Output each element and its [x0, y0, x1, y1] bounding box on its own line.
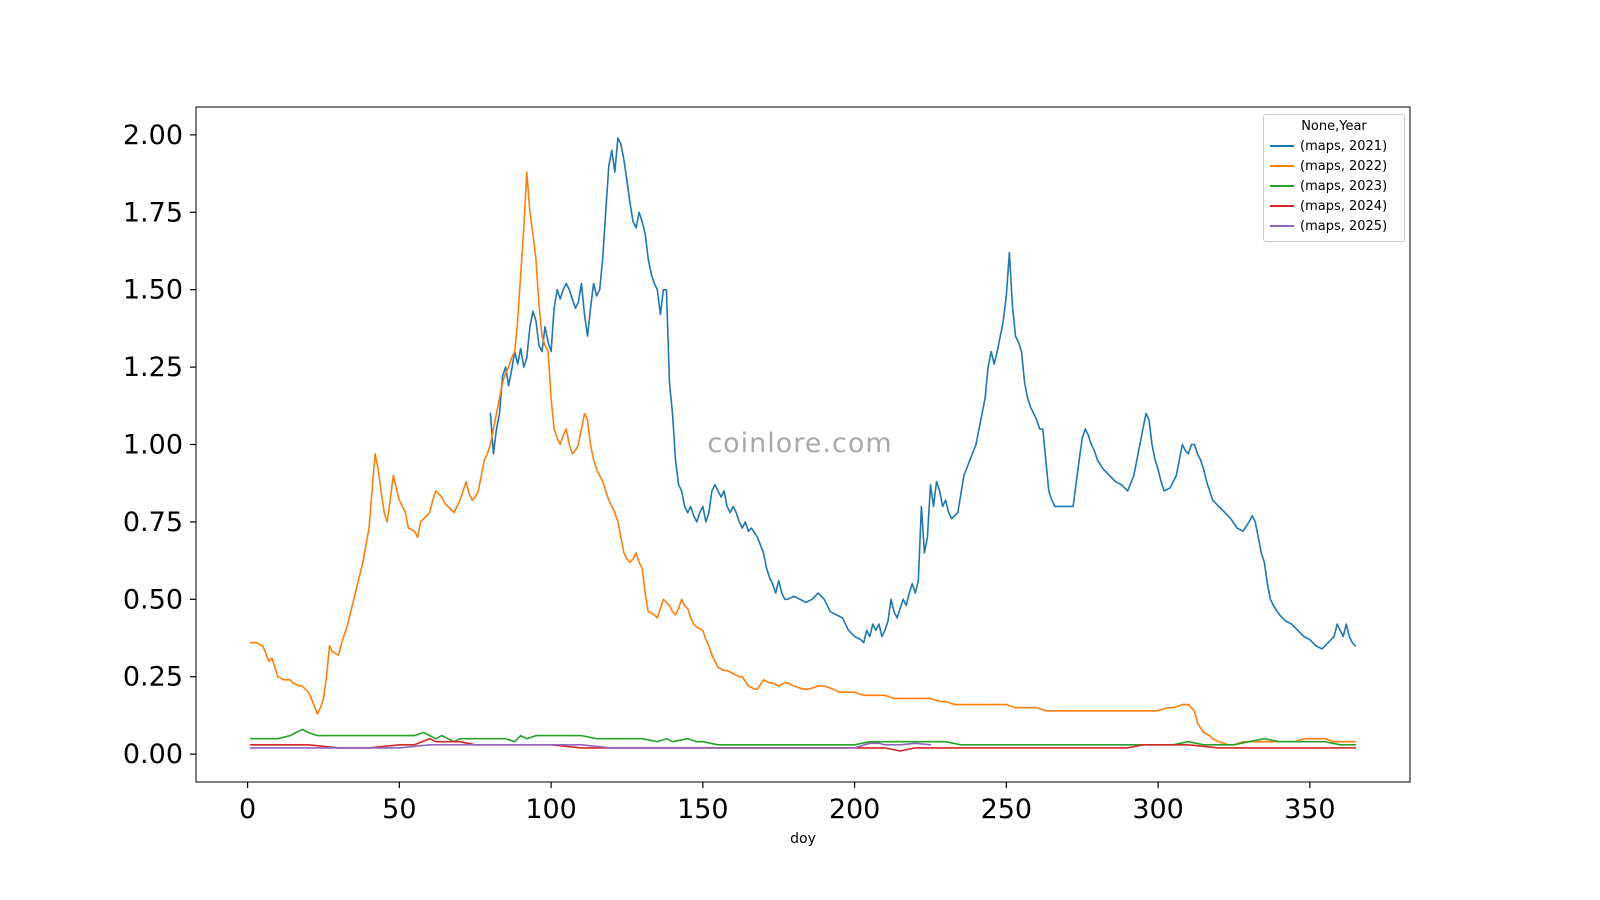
series-line-maps-2021 [489, 137, 1357, 650]
legend-entry-label: (maps, 2023) [1300, 178, 1388, 194]
y-tick-label: 0.75 [123, 507, 183, 538]
legend-entry-label: (maps, 2021) [1300, 138, 1388, 154]
x-axis-label: doy [790, 831, 816, 847]
legend-entry: (maps, 2021) [1270, 136, 1398, 156]
legend-line-swatch [1270, 165, 1294, 167]
legend-line-swatch [1270, 205, 1294, 207]
legend: None,Year (maps, 2021) (maps, 2022) (maps,… [1263, 114, 1405, 242]
y-tick-label: 1.75 [123, 197, 183, 228]
legend-entries: (maps, 2021) (maps, 2022) (maps, 2023) (map… [1270, 136, 1398, 236]
legend-entry: (maps, 2025) [1270, 216, 1398, 236]
y-tick-label: 1.50 [123, 275, 183, 306]
y-tick-label: 0.50 [123, 584, 183, 615]
x-tick-label: 100 [525, 794, 577, 825]
y-tick-label: 1.00 [123, 430, 183, 461]
y-tick-label: 0.25 [123, 662, 183, 693]
x-tick-label: 350 [1284, 794, 1336, 825]
legend-entry: (maps, 2023) [1270, 176, 1398, 196]
legend-entry-label: (maps, 2024) [1300, 198, 1388, 214]
legend-entry: (maps, 2024) [1270, 196, 1398, 216]
x-tick-label: 250 [981, 794, 1033, 825]
x-tick-label: 300 [1132, 794, 1184, 825]
x-tick-label: 200 [829, 794, 881, 825]
legend-entry-label: (maps, 2025) [1300, 218, 1388, 234]
y-tick-label: 0.00 [123, 739, 183, 770]
legend-entry: (maps, 2022) [1270, 156, 1398, 176]
y-tick-label: 2.00 [123, 120, 183, 151]
legend-line-swatch [1270, 185, 1294, 187]
y-tick-label: 1.25 [123, 352, 183, 383]
series-line-maps-2022 [249, 171, 1357, 746]
series-line-maps-2023 [249, 728, 1357, 746]
axes-frame [195, 106, 1411, 783]
series-line-maps-2025 [249, 742, 932, 749]
x-tick-label: 150 [677, 794, 729, 825]
x-tick-label: 0 [239, 794, 256, 825]
x-tick-label: 50 [382, 794, 416, 825]
legend-entry-label: (maps, 2022) [1300, 158, 1388, 174]
legend-title: None,Year [1301, 119, 1367, 134]
legend-line-swatch [1270, 225, 1294, 227]
legend-line-swatch [1270, 145, 1294, 147]
